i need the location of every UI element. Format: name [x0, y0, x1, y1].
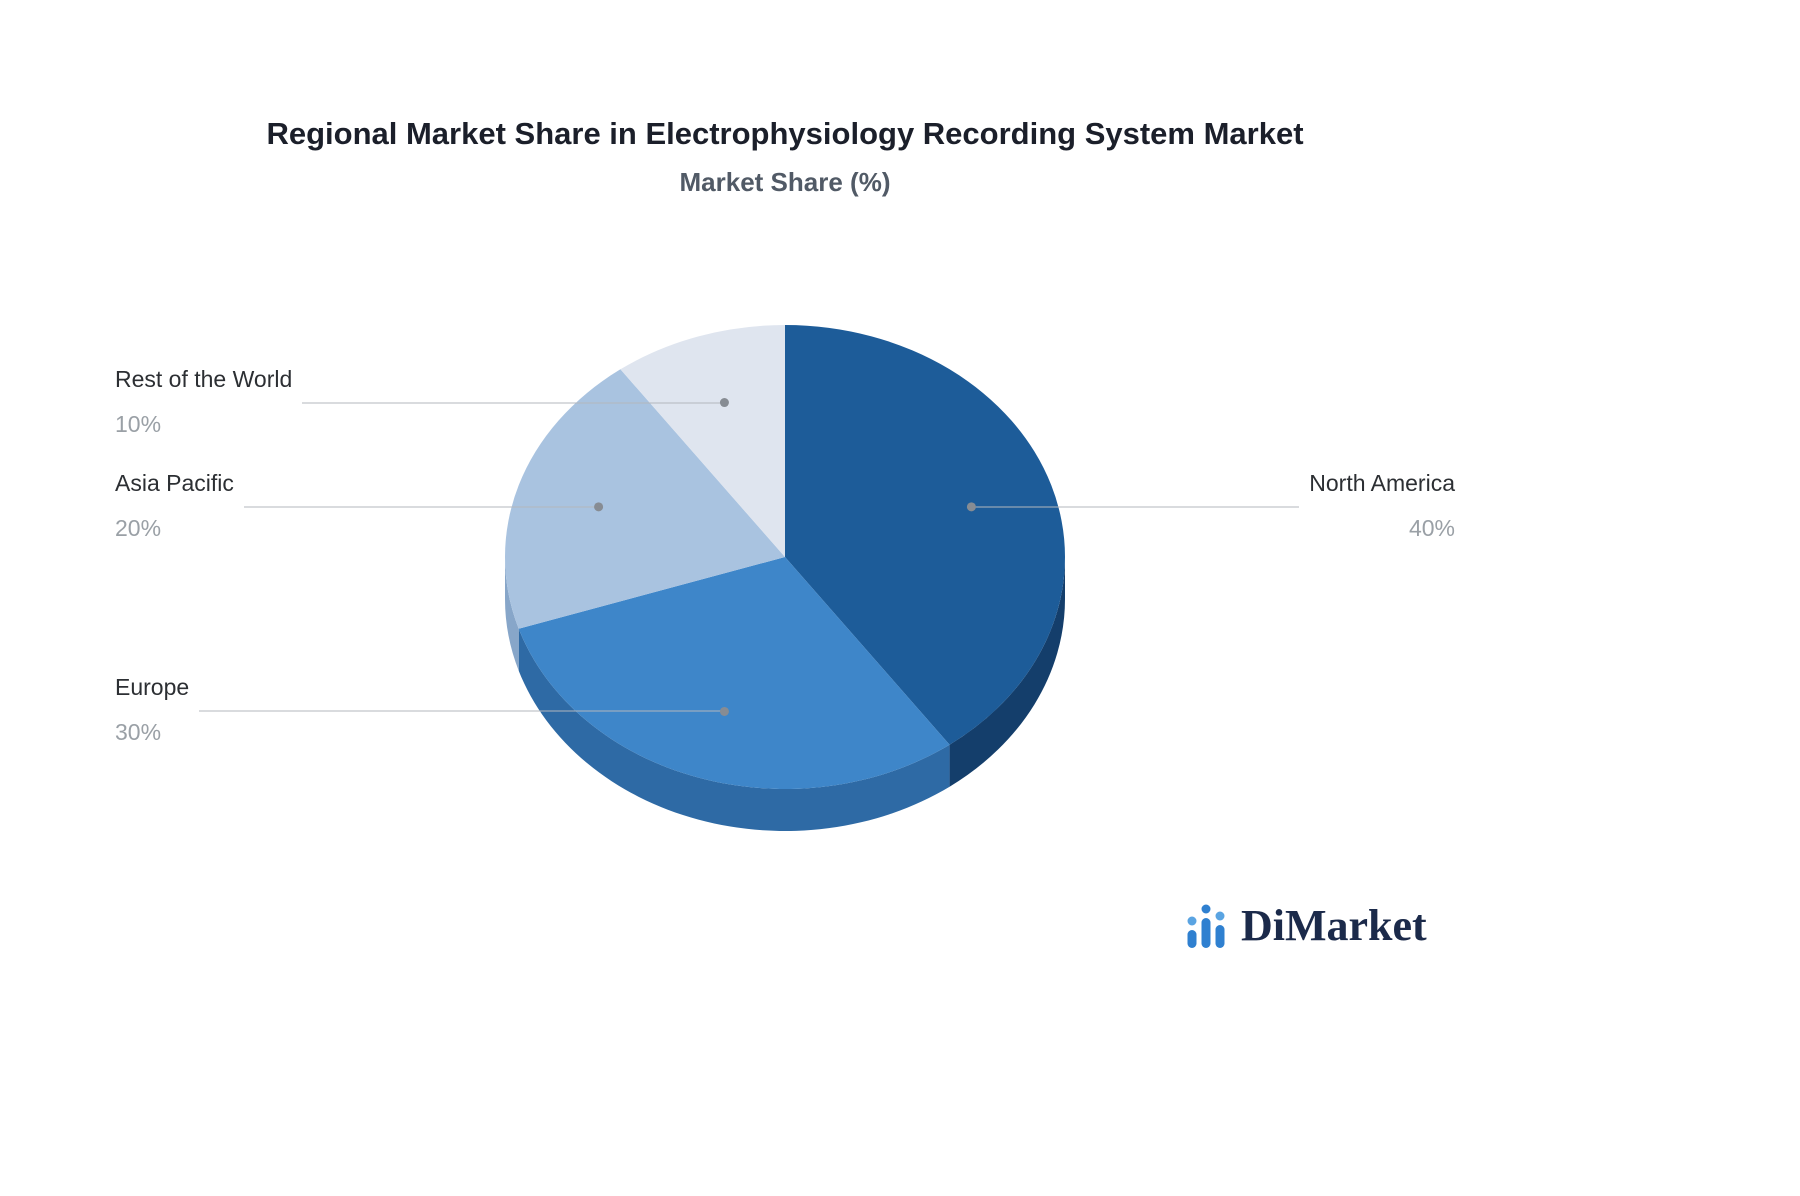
- leader-dot-rest-of-the-world: [719, 398, 729, 408]
- leader-dot-asia-pacific: [594, 502, 604, 512]
- slice-label-europe: Europe: [115, 674, 190, 700]
- slice-label-north-america: North America: [1309, 470, 1455, 496]
- pie-slice-europe[interactable]: [518, 557, 950, 790]
- bar-chart-icon: [1187, 904, 1225, 948]
- pie-slice-rest-of-the-world[interactable]: [620, 325, 785, 557]
- pie-side-asia-pacific: [505, 557, 519, 671]
- chart-title: Regional Market Share in Electrophysiolo…: [266, 116, 1304, 151]
- pie-slice-north-america[interactable]: [785, 325, 1065, 745]
- slice-label-asia-pacific: Asia Pacific: [115, 470, 234, 496]
- pie-slice-asia-pacific[interactable]: [505, 369, 785, 629]
- brand-name: DiMarket: [1241, 901, 1427, 950]
- pie-side-europe: [518, 628, 950, 831]
- slice-label-rest-of-the-world: Rest of the World: [115, 366, 293, 392]
- slice-value-north-america: 40%: [1408, 515, 1455, 541]
- leader-dot-north-america: [966, 502, 976, 512]
- leader-dot-europe: [719, 706, 729, 716]
- slice-value-europe: 30%: [115, 719, 162, 745]
- slice-value-asia-pacific: 20%: [115, 515, 162, 541]
- brand-logo: DiMarket: [1185, 900, 1427, 952]
- slice-value-rest-of-the-world: 10%: [115, 411, 162, 437]
- pie-side-north-america: [949, 557, 1065, 787]
- chart-subtitle: Market Share (%): [679, 167, 891, 197]
